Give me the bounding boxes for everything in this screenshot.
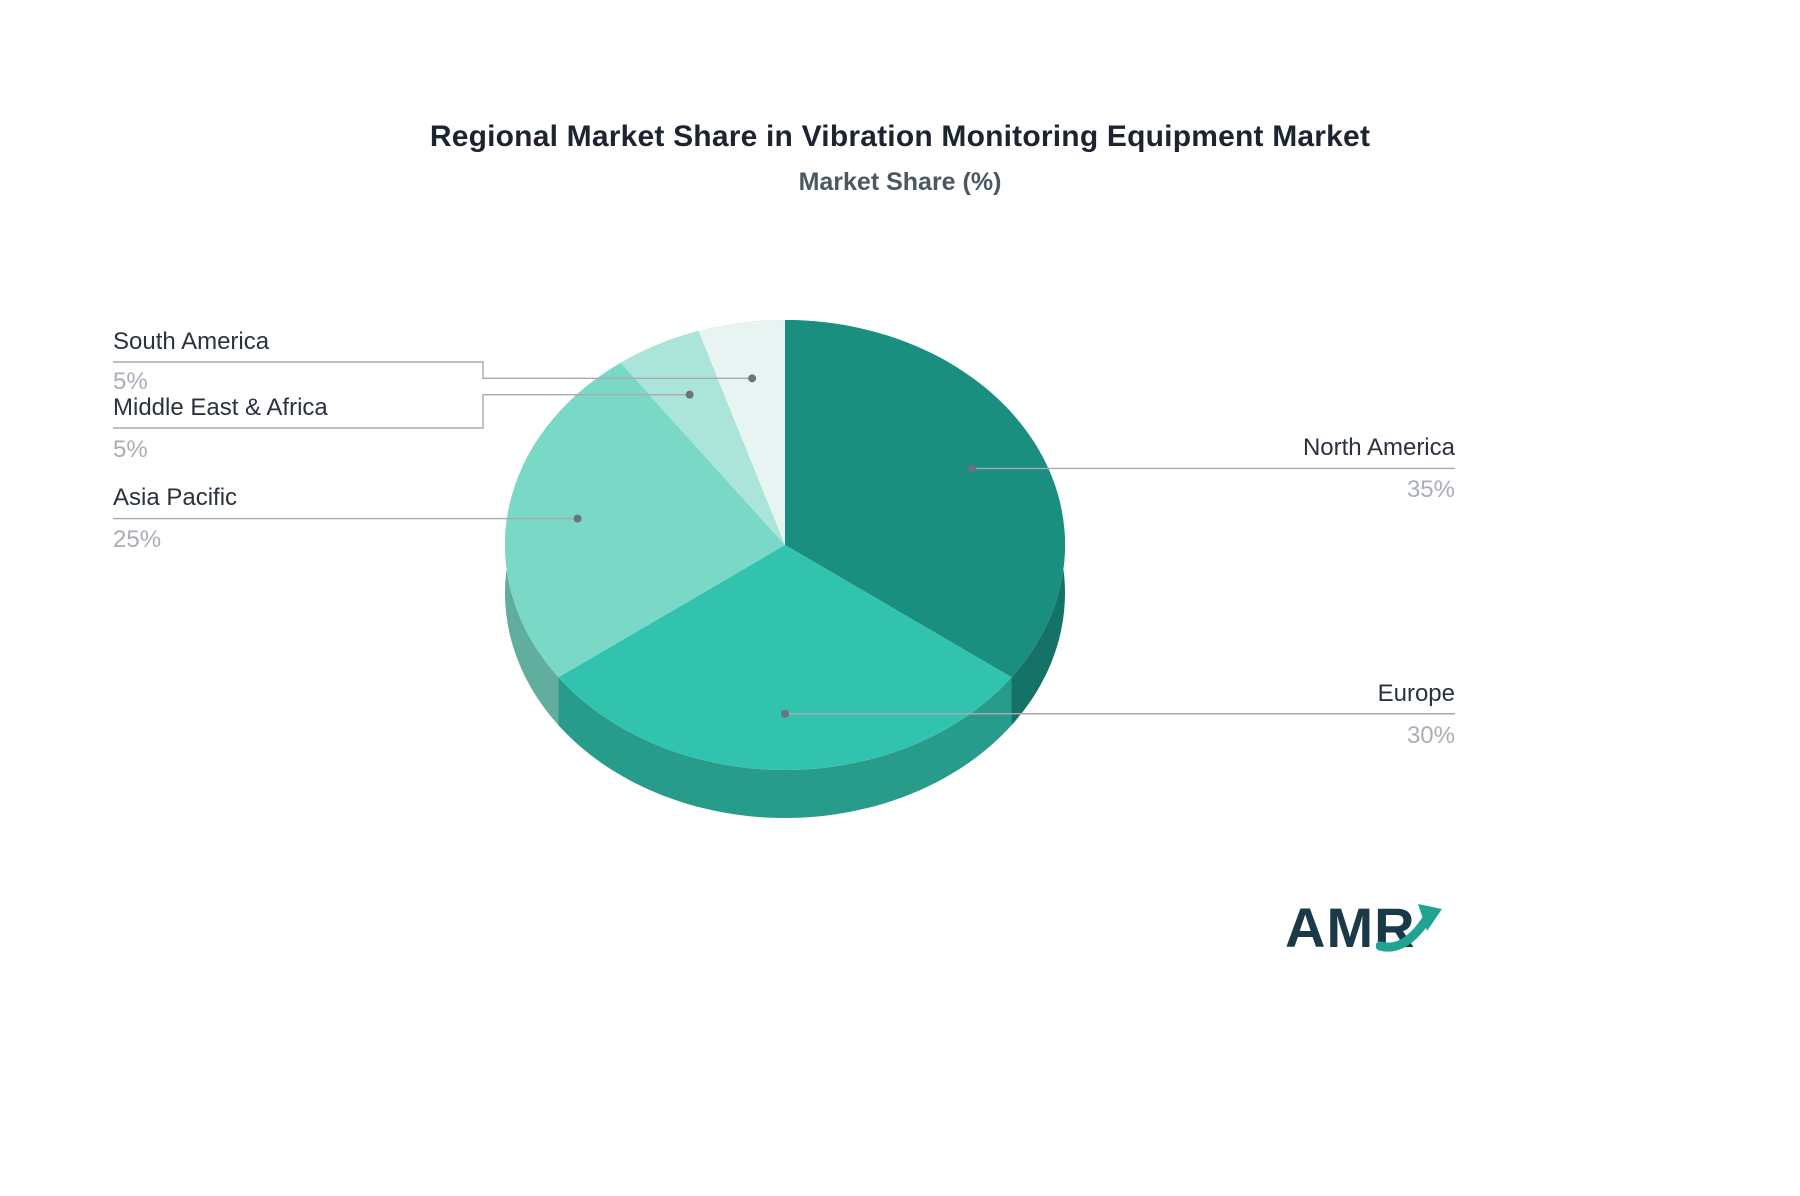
slice-label-europe: Europe <box>1377 680 1455 707</box>
chart-title: Regional Market Share in Vibration Monit… <box>429 120 1371 153</box>
chart-subtitle: Market Share (%) <box>798 168 1002 196</box>
leader-dot-2 <box>573 514 582 523</box>
leader-dot-0 <box>968 464 977 473</box>
leader-line-3 <box>113 393 690 429</box>
slice-value-south-america: 5% <box>113 368 148 395</box>
leader-dot-3 <box>685 390 694 399</box>
pie-slice-0 <box>785 320 1065 678</box>
slice-label-asia-pacific: Asia Pacific <box>113 484 238 511</box>
pie-slice-rim <box>558 677 1012 818</box>
leader-dot-1 <box>781 709 789 718</box>
slice-value-north-america: 35% <box>1406 476 1455 503</box>
amr-logo-arrow-icon <box>1375 904 1442 952</box>
slice-value-middle-east-africa: 5% <box>113 436 148 463</box>
slice-label-north-america: North America <box>1302 434 1455 461</box>
pie-slice-2 <box>504 362 785 678</box>
pie-slice-4 <box>698 320 785 545</box>
leader-dot-4 <box>748 374 757 383</box>
slice-value-europe: 30% <box>1406 722 1455 749</box>
slice-label-middle-east-africa: Middle East & Africa <box>113 394 328 421</box>
leader-line-4 <box>113 361 753 380</box>
slice-value-asia-pacific: 25% <box>113 526 162 553</box>
amr-logo: AMR <box>1285 898 1442 958</box>
slice-label-south-america: South America <box>113 328 270 355</box>
pie-slice-3 <box>620 331 785 545</box>
